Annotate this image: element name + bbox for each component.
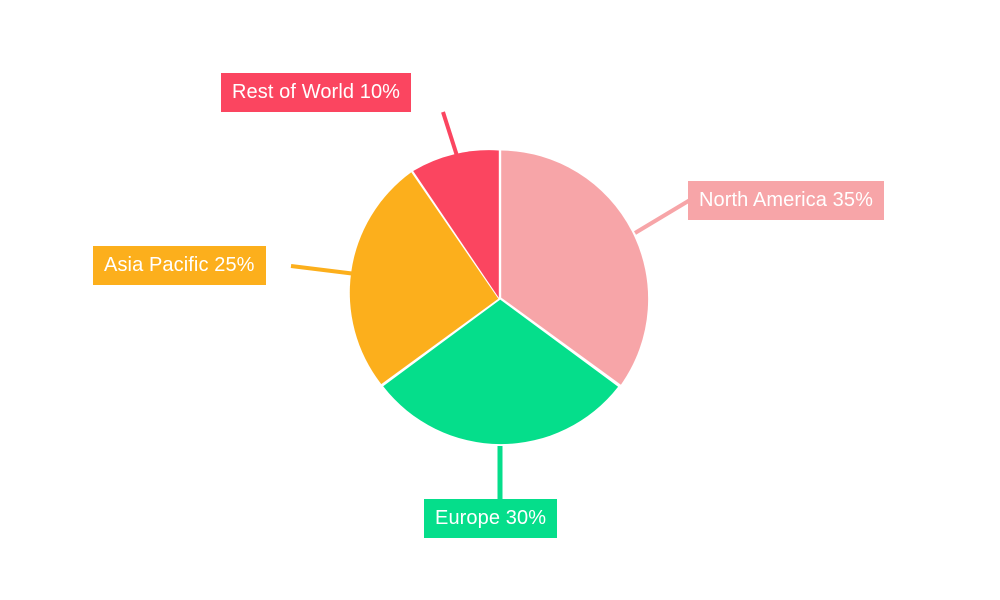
pie-label-europe-text: Europe 30% xyxy=(435,507,547,529)
pie-slice-rest-of-world[interactable] xyxy=(413,150,499,298)
pie-slice-north-america[interactable] xyxy=(501,150,649,385)
pie-slices xyxy=(349,150,649,445)
pie-label-rest-of-world[interactable]: Rest of World 10% xyxy=(221,73,412,112)
pie-label-north-america-text: North America 35% xyxy=(699,189,873,211)
leader-line-asia-pacific xyxy=(290,264,357,276)
pie-label-europe[interactable]: Europe 30% xyxy=(424,499,558,538)
leader-line-north-america xyxy=(633,198,692,235)
leader-line-rest-of-world xyxy=(441,111,460,160)
pie-label-rest-of-world-text: Rest of World 10% xyxy=(232,81,401,103)
pie-slice-europe[interactable] xyxy=(383,299,619,445)
pie-label-asia-pacific[interactable]: Asia Pacific 25% xyxy=(93,246,266,285)
pie-slice-asia-pacific[interactable] xyxy=(349,172,499,385)
pie-label-north-america[interactable]: North America 35% xyxy=(688,181,884,220)
pie-label-asia-pacific-text: Asia Pacific 25% xyxy=(104,254,255,276)
